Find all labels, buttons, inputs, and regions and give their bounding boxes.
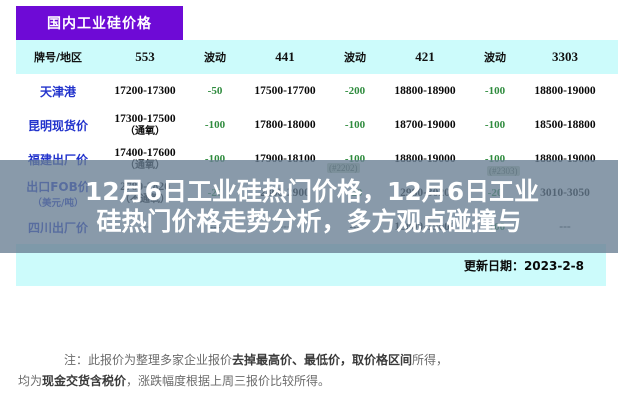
row-region-label: 昆明现货价 — [27, 118, 88, 133]
footnote-line-1-bold: 去掉最高价、最低价，取价格区间 — [232, 353, 413, 367]
footnote-line-2-bold: 现金交货含税价 — [42, 374, 127, 388]
column-header-c553: 553 — [135, 49, 155, 64]
column-header-region: 牌号/地区 — [33, 51, 83, 64]
cell-change: -100 — [204, 119, 226, 131]
footnote-line-1-plain-b: 所得， — [412, 353, 449, 367]
cell-price: 18800-19000 — [534, 84, 596, 97]
column-header-c441d: 波动 — [344, 51, 366, 64]
cell-price: 17800-18000 — [254, 118, 316, 131]
cell-price: 18700-19000 — [394, 118, 456, 131]
cell-change: -100 — [344, 119, 366, 131]
banner-line-2: 硅热门价格走势分析，多方观点碰撞与 — [96, 206, 522, 236]
cell-change: -100 — [610, 108, 618, 142]
footnote-line-1-plain-a: 注：此报价为整理多家企业报价 — [64, 353, 233, 367]
cell-price: 17200-17300 — [114, 84, 176, 97]
banner-line-1: 12月6日工业硅热门价格，12月6日工业 — [84, 177, 540, 206]
table-header-row: 牌号/地区 553 波动 441 波动 421 波动 3303 波动 — [16, 40, 618, 74]
table-header: 牌号/地区 553 波动 441 波动 421 波动 3303 波动 — [16, 40, 618, 74]
table-footnote: 注：此报价为整理多家企业报价去掉最高价、最低价，取价格区间所得， 均为现金交货含… — [18, 350, 604, 392]
cell-change: -100 — [484, 85, 506, 97]
footnote-line-2-plain-b: ，涨跌幅度根据上周三报价比较所得。 — [126, 374, 331, 388]
cell-change: -100 — [610, 74, 618, 108]
cell-price: 17500-17700 — [254, 84, 316, 97]
column-header-c3303d: 波动 — [610, 40, 618, 74]
table-row: 昆明现货价 17300-17500 （通氧） -100 17800-18000 -100 1… — [16, 108, 618, 142]
update-date-label: 更新日期：2023-2-8 — [463, 258, 584, 273]
page-title: 国内工业硅价格 — [47, 16, 152, 32]
cell-change: -50 — [207, 85, 223, 97]
cell-change: -100 — [484, 119, 506, 131]
cell-change: -200 — [344, 85, 366, 97]
page-title-chip: 国内工业硅价格 — [16, 6, 183, 40]
table-row: 天津港 17200-17300 -50 17500-17700 -200 18800-18… — [16, 74, 618, 108]
footnote-line-2-plain-a: 均为 — [18, 374, 43, 388]
cell-price: 18500-18800 — [534, 118, 596, 131]
column-header-c3303: 3303 — [552, 49, 578, 64]
row-region-label: 天津港 — [39, 84, 76, 99]
column-header-c553d: 波动 — [204, 51, 226, 64]
article-title-banner: 12月6日工业硅热门价格，12月6日工业 硅热门价格走势分析，多方观点碰撞与 — [0, 160, 618, 253]
cell-price: 17300-17500 （通氧） — [114, 112, 176, 137]
cell-price: 18800-18900 — [394, 84, 456, 97]
column-header-c421: 421 — [415, 49, 435, 64]
column-header-c421d: 波动 — [484, 51, 506, 64]
column-header-c441: 441 — [275, 49, 295, 64]
